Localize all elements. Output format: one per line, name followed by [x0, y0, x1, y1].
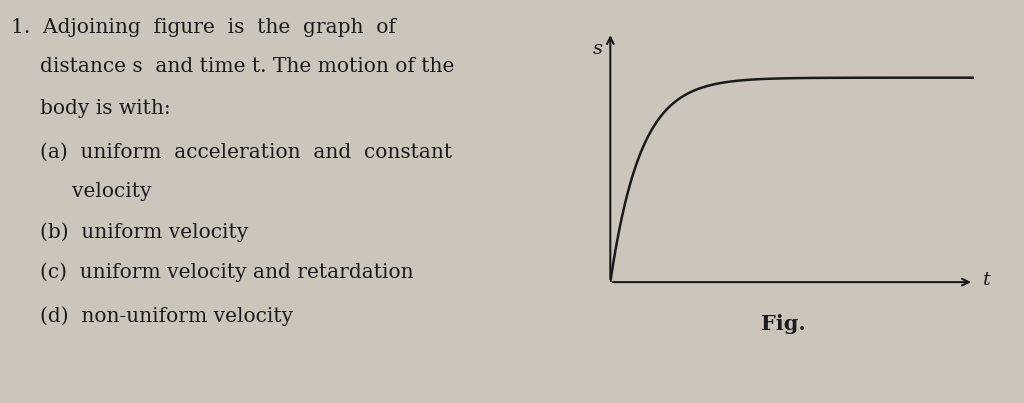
Text: t: t	[983, 271, 991, 289]
Text: Fig.: Fig.	[761, 314, 806, 334]
Text: s: s	[593, 40, 602, 58]
Text: distance s  and time t. The motion of the: distance s and time t. The motion of the	[40, 57, 455, 76]
Text: (d)  non-uniform velocity: (d) non-uniform velocity	[40, 306, 293, 326]
Text: velocity: velocity	[73, 182, 152, 201]
Text: (c)  uniform velocity and retardation: (c) uniform velocity and retardation	[40, 263, 414, 283]
Text: (a)  uniform  acceleration  and  constant: (a) uniform acceleration and constant	[40, 143, 452, 162]
Text: (b)  uniform velocity: (b) uniform velocity	[40, 222, 248, 242]
Text: body is with:: body is with:	[40, 99, 171, 118]
Text: 1.  Adjoining  figure  is  the  graph  of: 1. Adjoining figure is the graph of	[11, 18, 396, 37]
